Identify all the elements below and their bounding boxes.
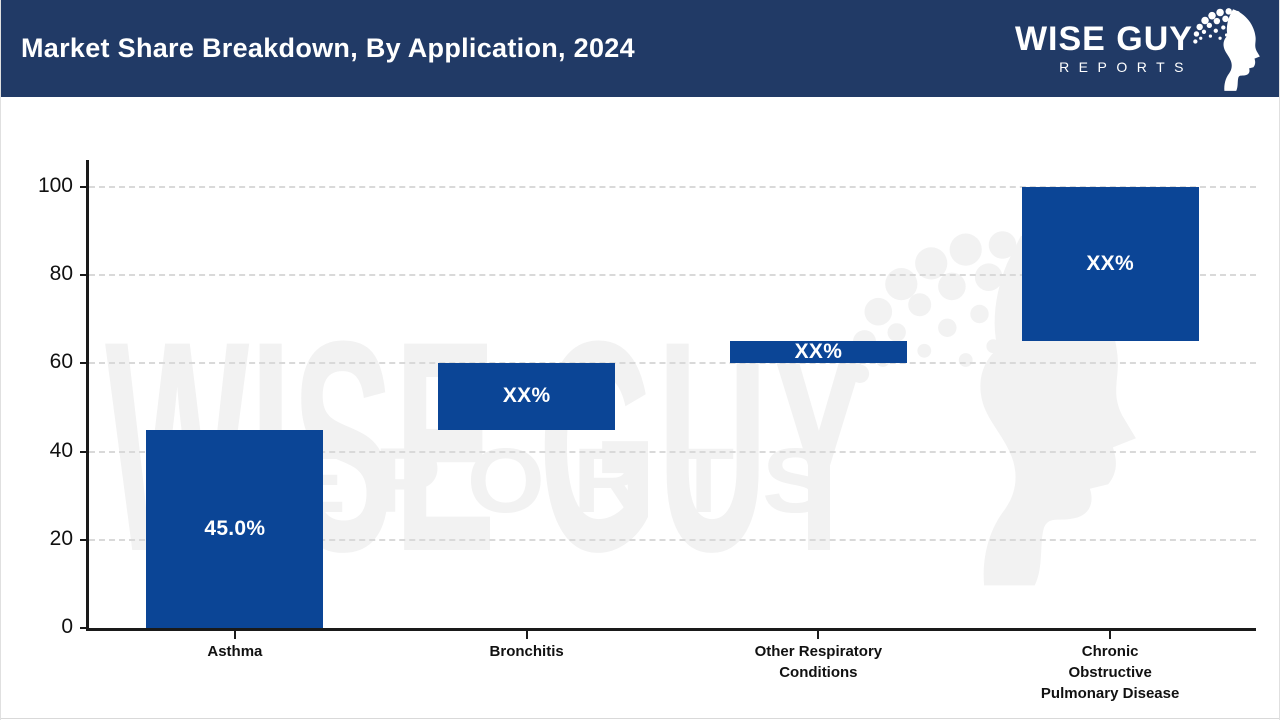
y-axis-spine: [86, 160, 89, 631]
gridline: [89, 186, 1256, 188]
bar: XX%: [729, 340, 907, 364]
x-category-label: Bronchitis: [489, 643, 564, 660]
y-tick-label: 80: [49, 262, 73, 286]
x-tick-mark: [525, 631, 528, 639]
y-tick-mark: [80, 450, 89, 453]
bar: 45.0%: [146, 429, 324, 628]
x-axis-spine: [86, 628, 1256, 631]
y-tick-label: 40: [49, 438, 73, 462]
brand-subname: REPORTS: [1059, 59, 1193, 75]
y-tick-mark: [80, 186, 89, 188]
y-tick-label: 100: [37, 174, 73, 197]
y-tick-mark: [80, 627, 89, 629]
x-category-label: Asthma: [207, 643, 263, 660]
y-tick-mark: [80, 274, 89, 277]
gridline: [89, 274, 1256, 277]
y-tick-mark: [80, 362, 89, 365]
gridline: [89, 362, 1256, 365]
x-tick-mark: [233, 631, 236, 639]
x-category-label: Chronic Obstructive Pulmonary Disease: [1040, 643, 1180, 702]
bar-value-label: XX%: [502, 384, 551, 408]
brand-logo: WISE GUY REPORTS: [1015, 0, 1271, 97]
x-tick-mark: [1109, 631, 1112, 639]
bar: XX%: [438, 363, 616, 430]
gridline: [89, 538, 1256, 541]
x-category-label: Other Respiratory Conditions: [754, 643, 883, 681]
page-title: Market Share Breakdown, By Application, …: [21, 33, 635, 63]
y-tick-label: 0: [61, 615, 73, 638]
bar-value-label: XX%: [794, 340, 843, 364]
y-tick-label: 20: [49, 526, 73, 550]
brand-name: WISE GUY: [1014, 20, 1193, 58]
brand-wordmark: WISE GUY REPORTS: [1015, 22, 1193, 75]
bar-value-label: 45.0%: [204, 516, 266, 540]
x-tick-mark: [817, 631, 820, 639]
bar: XX%: [1021, 187, 1199, 342]
bottom-divider: [1, 718, 1279, 719]
gridline: [89, 450, 1256, 453]
header: Market Share Breakdown, By Application, …: [1, 0, 1279, 97]
y-tick-mark: [80, 538, 89, 541]
brand-head-icon: [1193, 8, 1260, 91]
y-tick-label: 60: [49, 350, 73, 374]
bar-value-label: XX%: [1086, 252, 1134, 276]
